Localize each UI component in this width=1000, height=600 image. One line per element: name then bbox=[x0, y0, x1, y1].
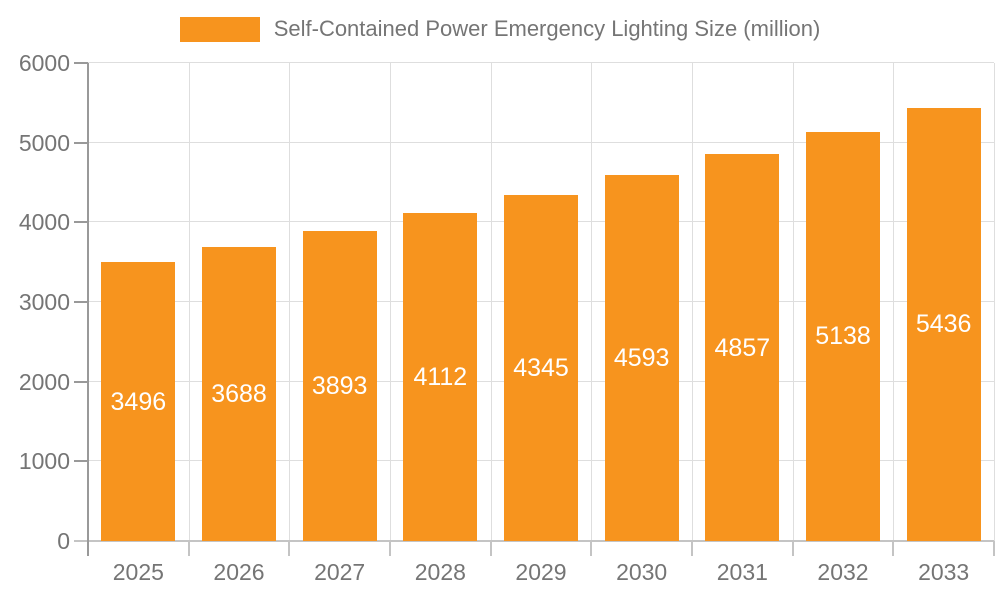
x-axis-line bbox=[74, 540, 994, 542]
bar-value-label: 4593 bbox=[613, 344, 670, 373]
y-axis-tick-label: 4000 bbox=[18, 209, 70, 236]
y-axis-tick bbox=[74, 141, 88, 144]
y-axis-tick-label: 2000 bbox=[18, 368, 70, 395]
y-axis-tick-label: 1000 bbox=[18, 448, 70, 475]
bar-value-label: 4345 bbox=[513, 353, 569, 382]
x-axis-tick-label: 2030 bbox=[616, 559, 668, 585]
x-axis-tick-label: 2029 bbox=[515, 559, 567, 585]
x-axis-tick-label: 2032 bbox=[817, 559, 869, 585]
x-axis-tick bbox=[691, 541, 693, 556]
bar[interactable] bbox=[906, 107, 981, 541]
x-axis-tick bbox=[489, 541, 492, 556]
gridline-vertical bbox=[994, 63, 995, 541]
gridline-vertical bbox=[591, 63, 593, 541]
y-axis-tick bbox=[74, 380, 88, 383]
legend-label: Self-Contained Power Emergency Lighting … bbox=[273, 16, 821, 41]
x-axis-tick bbox=[892, 541, 895, 556]
x-axis-tick-label: 2026 bbox=[213, 559, 265, 585]
y-axis-tick bbox=[74, 460, 88, 463]
x-axis-tick-label: 2025 bbox=[112, 559, 164, 585]
gridline-horizontal bbox=[88, 141, 994, 143]
y-axis-tick bbox=[74, 221, 88, 224]
x-axis-tick bbox=[389, 541, 391, 556]
bar[interactable] bbox=[705, 154, 780, 541]
gridline-vertical bbox=[188, 63, 190, 541]
y-axis-line bbox=[87, 63, 89, 556]
gridline-vertical bbox=[490, 63, 492, 541]
gridline-vertical bbox=[289, 63, 291, 541]
x-axis-tick bbox=[288, 541, 291, 556]
x-axis-tick bbox=[590, 541, 593, 556]
gridline-horizontal bbox=[88, 62, 994, 63]
bar[interactable] bbox=[806, 131, 880, 541]
y-axis-tick-label: 6000 bbox=[18, 50, 70, 76]
y-axis-tick bbox=[74, 62, 88, 64]
y-axis-tick-label: 5000 bbox=[18, 129, 70, 156]
bar[interactable] bbox=[604, 175, 679, 541]
y-axis-tick-label: 3000 bbox=[18, 289, 70, 315]
x-axis-tick-label: 2033 bbox=[918, 559, 970, 585]
gridline-vertical bbox=[390, 63, 391, 541]
x-axis-tick bbox=[791, 541, 794, 556]
bar[interactable] bbox=[403, 213, 478, 541]
bar-value-label: 4857 bbox=[714, 333, 771, 362]
bar-value-label: 4112 bbox=[413, 363, 468, 392]
legend-swatch-icon bbox=[179, 16, 260, 42]
bar[interactable] bbox=[302, 230, 377, 541]
y-axis-tick-label: 0 bbox=[57, 528, 70, 554]
gridline-vertical bbox=[692, 63, 693, 541]
bar-value-label: 5436 bbox=[915, 310, 972, 339]
bar[interactable] bbox=[202, 247, 276, 541]
legend-item[interactable]: Self-Contained Power Emergency Lighting … bbox=[0, 16, 1000, 42]
y-axis-tick bbox=[74, 301, 88, 303]
gridline-vertical bbox=[893, 63, 895, 541]
bar-value-label: 3893 bbox=[311, 371, 368, 400]
x-axis-tick bbox=[187, 541, 190, 556]
x-axis-tick-label: 2028 bbox=[414, 559, 466, 585]
x-axis-tick-label: 2027 bbox=[314, 559, 366, 585]
bar-value-label: 3688 bbox=[211, 380, 267, 409]
x-axis-tick-label: 2031 bbox=[716, 559, 768, 585]
bar-value-label: 3496 bbox=[110, 387, 167, 416]
gridline-vertical bbox=[792, 63, 794, 541]
bar-value-label: 5138 bbox=[815, 322, 871, 351]
bar[interactable] bbox=[101, 262, 176, 541]
bar[interactable] bbox=[504, 194, 578, 541]
x-axis-tick bbox=[993, 541, 995, 556]
